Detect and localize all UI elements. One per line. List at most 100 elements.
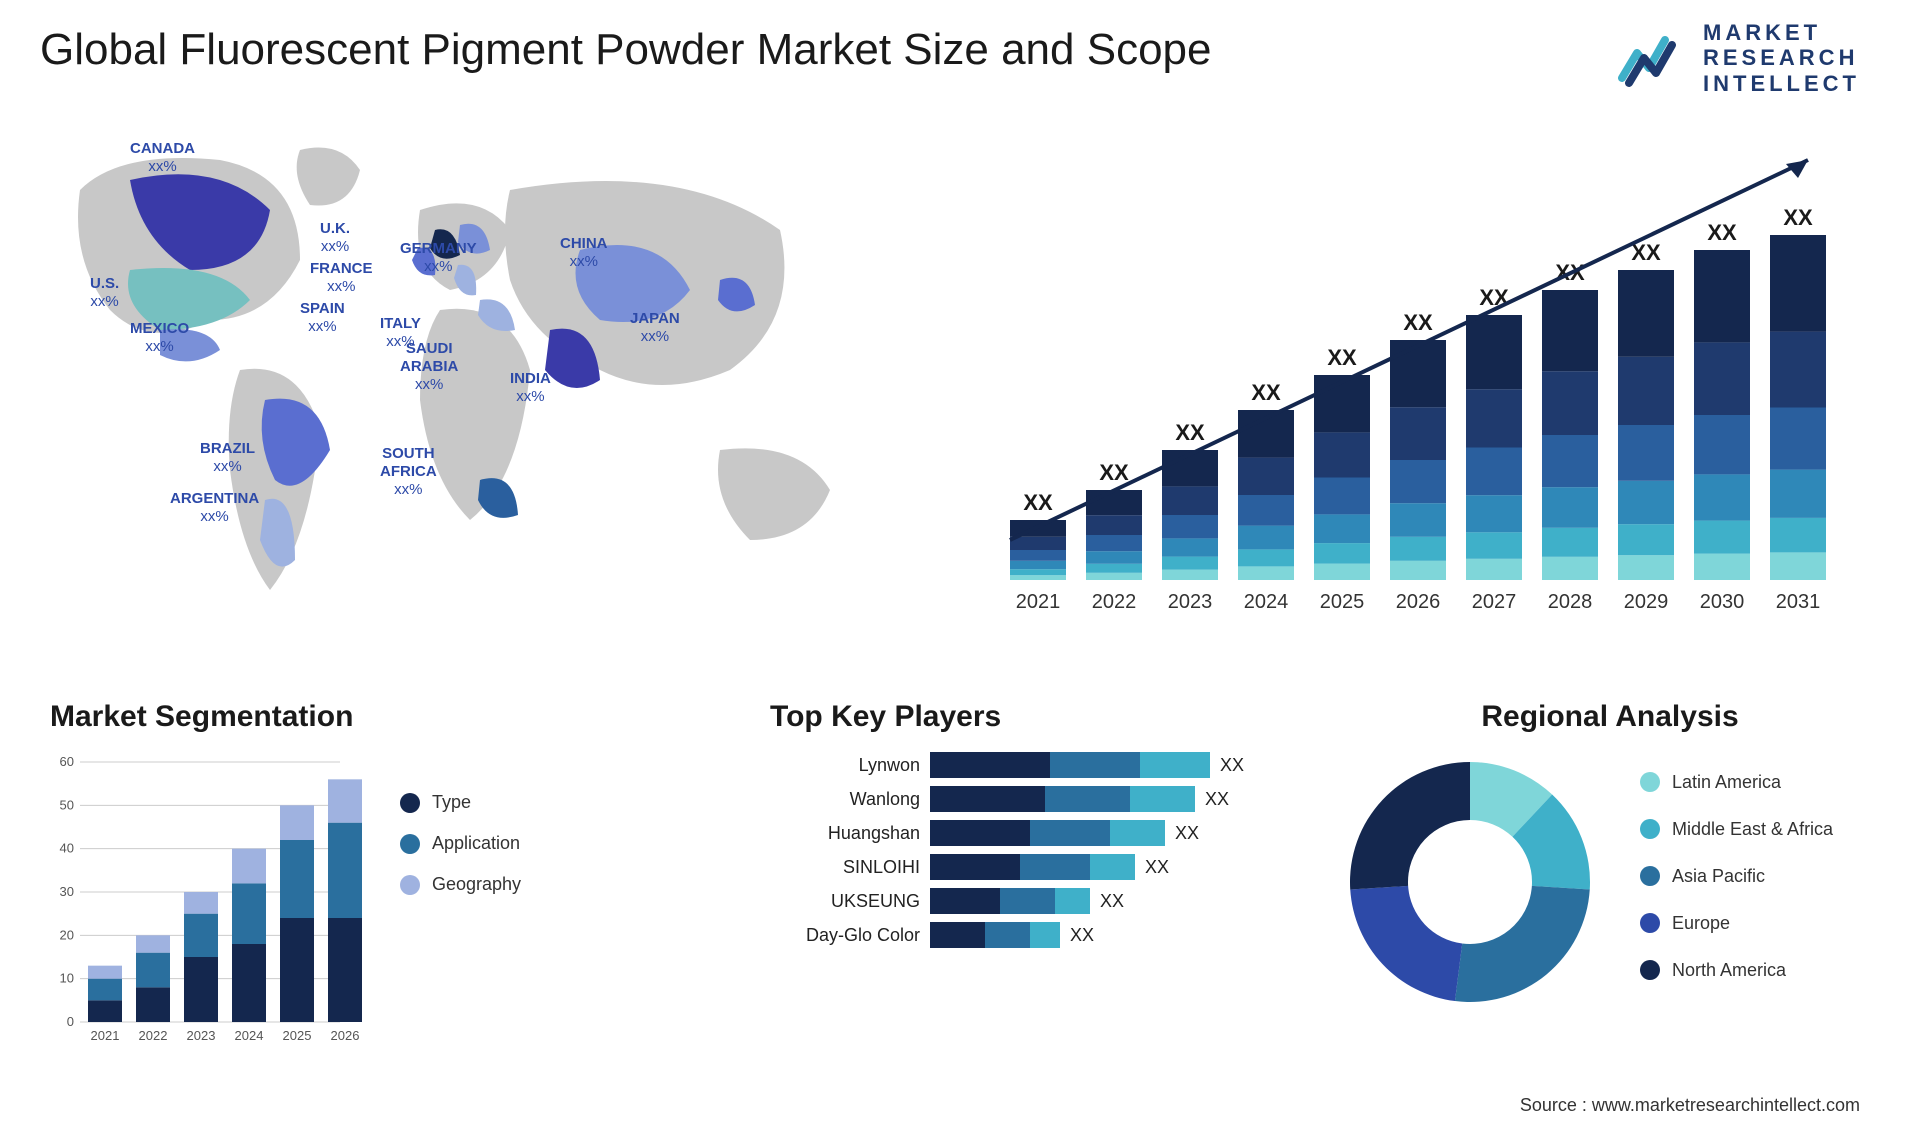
- player-name: SINLOIHI: [770, 857, 920, 878]
- map-label-canada: CANADAxx%: [130, 140, 195, 176]
- player-bar: [930, 854, 1135, 880]
- map-label-mexico: MEXICOxx%: [130, 320, 189, 356]
- page-title: Global Fluorescent Pigment Powder Market…: [40, 25, 1211, 75]
- player-bar: [930, 888, 1090, 914]
- map-label-spain: SPAINxx%: [300, 300, 345, 336]
- player-value: XX: [1175, 823, 1199, 844]
- player-name: Huangshan: [770, 823, 920, 844]
- map-label-china: CHINAxx%: [560, 235, 608, 271]
- svg-text:10: 10: [60, 971, 74, 986]
- map-label-southafrica: SOUTHAFRICAxx%: [380, 445, 437, 499]
- svg-text:2029: 2029: [1624, 591, 1669, 613]
- svg-text:2025: 2025: [1320, 591, 1365, 613]
- regional-title: Regional Analysis: [1340, 700, 1880, 734]
- forecast-bar-chart: XX 2021 XX 2022 XX 2023 XX 2024 XX 2025 XX 2026 XX 20…: [980, 140, 1860, 630]
- svg-text:2021: 2021: [1016, 591, 1061, 613]
- regional-legend-item: Latin America: [1640, 772, 1833, 793]
- svg-text:40: 40: [60, 841, 74, 856]
- logo-line1: MARKET: [1703, 20, 1860, 45]
- players-title: Top Key Players: [770, 700, 1270, 734]
- player-row: UKSEUNG XX: [770, 888, 1270, 914]
- svg-text:2031: 2031: [1776, 591, 1821, 613]
- svg-text:0: 0: [67, 1014, 74, 1029]
- player-bar: [930, 922, 1060, 948]
- logo-line3: INTELLECT: [1703, 71, 1860, 96]
- svg-text:XX: XX: [1175, 420, 1205, 445]
- player-value: XX: [1205, 789, 1229, 810]
- svg-text:2024: 2024: [235, 1028, 264, 1043]
- map-label-uk: U.K.xx%: [320, 220, 350, 256]
- player-name: Lynwon: [770, 755, 920, 776]
- forecast-chart: XX 2021 XX 2022 XX 2023 XX 2024 XX 2025 XX 2026 XX 20…: [980, 140, 1860, 630]
- player-row: SINLOIHI XX: [770, 854, 1270, 880]
- player-row: Lynwon XX: [770, 752, 1270, 778]
- player-value: XX: [1220, 755, 1244, 776]
- segmentation-legend-item: Type: [400, 792, 521, 813]
- map-label-france: FRANCExx%: [310, 260, 373, 296]
- player-name: Wanlong: [770, 789, 920, 810]
- map-label-us: U.S.xx%: [90, 275, 119, 311]
- svg-text:XX: XX: [1403, 310, 1433, 335]
- svg-text:2026: 2026: [331, 1028, 360, 1043]
- regional-legend-item: Middle East & Africa: [1640, 819, 1833, 840]
- brand-logo-icon: [1617, 28, 1687, 88]
- map-label-saudiarabia: SAUDIARABIAxx%: [400, 340, 458, 394]
- svg-text:2027: 2027: [1472, 591, 1517, 613]
- player-row: Day-Glo Color XX: [770, 922, 1270, 948]
- svg-text:XX: XX: [1783, 205, 1813, 230]
- svg-text:2023: 2023: [1168, 591, 1213, 613]
- svg-text:XX: XX: [1099, 460, 1129, 485]
- segmentation-section: Market Segmentation 0 10 20 30 40 50 60 2021 202…: [50, 700, 590, 1052]
- player-name: Day-Glo Color: [770, 925, 920, 946]
- player-value: XX: [1070, 925, 1094, 946]
- svg-text:2021: 2021: [91, 1028, 120, 1043]
- svg-text:2022: 2022: [139, 1028, 168, 1043]
- map-label-india: INDIAxx%: [510, 370, 551, 406]
- world-map-region: CANADAxx% U.S.xx% MEXICOxx% BRAZILxx% ARGENT…: [40, 120, 920, 660]
- player-bar: [930, 752, 1210, 778]
- svg-text:30: 30: [60, 884, 74, 899]
- logo-line2: RESEARCH: [1703, 45, 1860, 70]
- segmentation-legend-item: Geography: [400, 874, 521, 895]
- regional-legend-item: Asia Pacific: [1640, 866, 1833, 887]
- players-chart: LynwonXXWanlongXXHuangshanXXSINLOIHIXXUK…: [770, 752, 1270, 948]
- svg-text:XX: XX: [1327, 345, 1357, 370]
- segmentation-legend-item: Application: [400, 833, 521, 854]
- svg-text:2022: 2022: [1092, 591, 1137, 613]
- svg-text:2023: 2023: [187, 1028, 216, 1043]
- svg-text:2026: 2026: [1396, 591, 1441, 613]
- svg-text:XX: XX: [1251, 380, 1281, 405]
- regional-section: Regional Analysis Latin America Middle Ea…: [1340, 700, 1880, 1012]
- map-label-japan: JAPANxx%: [630, 310, 680, 346]
- segmentation-chart: 0 10 20 30 40 50 60 2021 2022 2023 2024 2025 2026: [50, 752, 370, 1052]
- map-label-argentina: ARGENTINAxx%: [170, 490, 259, 526]
- svg-text:2025: 2025: [283, 1028, 312, 1043]
- svg-text:XX: XX: [1023, 490, 1053, 515]
- player-value: XX: [1145, 857, 1169, 878]
- svg-text:60: 60: [60, 754, 74, 769]
- svg-text:2030: 2030: [1700, 591, 1745, 613]
- map-label-germany: GERMANYxx%: [400, 240, 477, 276]
- player-row: Wanlong XX: [770, 786, 1270, 812]
- player-bar: [930, 786, 1195, 812]
- player-bar: [930, 820, 1165, 846]
- svg-text:50: 50: [60, 797, 74, 812]
- map-label-brazil: BRAZILxx%: [200, 440, 255, 476]
- svg-text:20: 20: [60, 927, 74, 942]
- regional-legend: Latin America Middle East & Africa Asia Pa…: [1640, 772, 1833, 993]
- world-map: [40, 120, 920, 660]
- svg-text:2028: 2028: [1548, 591, 1593, 613]
- svg-text:2024: 2024: [1244, 591, 1289, 613]
- player-name: UKSEUNG: [770, 891, 920, 912]
- regional-legend-item: North America: [1640, 960, 1833, 981]
- segmentation-legend: Type Application Geography: [400, 752, 521, 907]
- segmentation-title: Market Segmentation: [50, 700, 590, 734]
- players-section: Top Key Players LynwonXXWanlongXXHuangsh…: [770, 700, 1270, 948]
- player-row: Huangshan XX: [770, 820, 1270, 846]
- regional-donut-chart: [1340, 752, 1600, 1012]
- source-text: Source : www.marketresearchintellect.com: [1520, 1095, 1860, 1116]
- brand-logo: MARKET RESEARCH INTELLECT: [1617, 20, 1860, 96]
- svg-text:XX: XX: [1707, 220, 1737, 245]
- regional-legend-item: Europe: [1640, 913, 1833, 934]
- player-value: XX: [1100, 891, 1124, 912]
